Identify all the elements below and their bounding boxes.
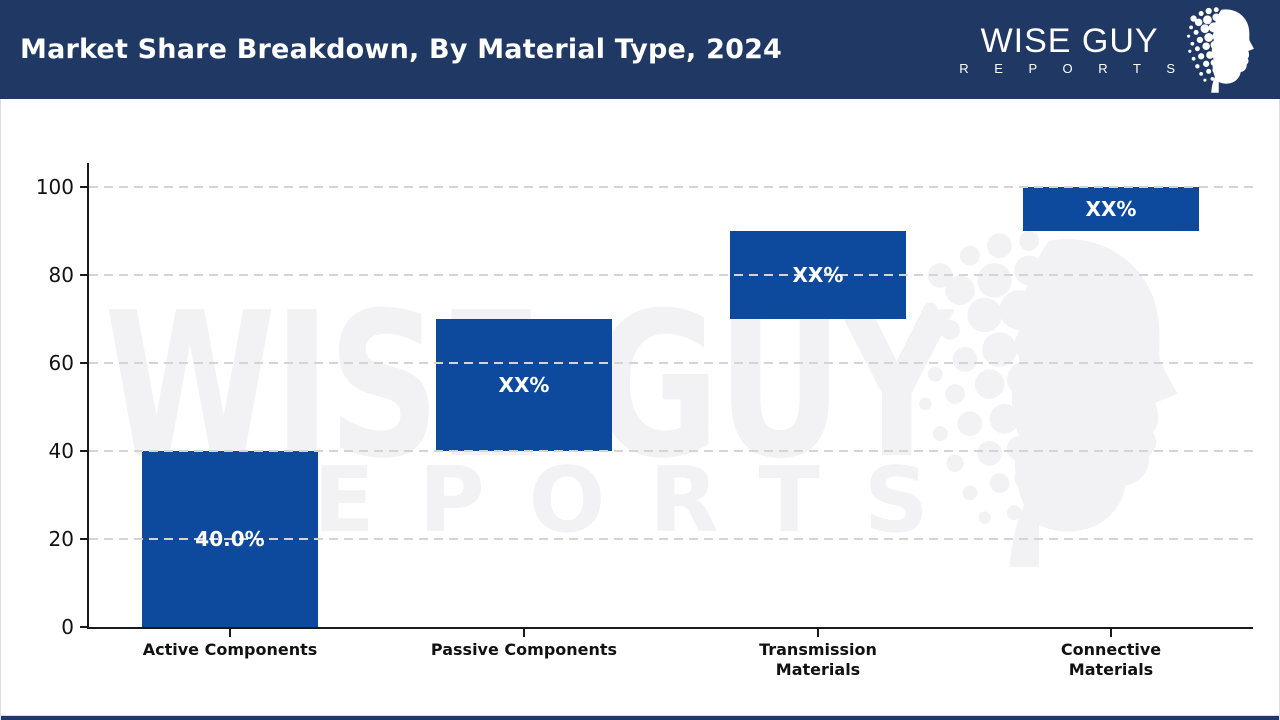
- ytick-mark: [80, 450, 87, 452]
- x-axis-label-passive-components: Passive Components: [430, 640, 618, 659]
- ytick-label: 80: [48, 263, 74, 287]
- page-title: Market Share Breakdown, By Material Type…: [20, 34, 783, 65]
- ytick-mark: [80, 362, 87, 364]
- logo-text: WISE GUY R E P O R T S: [953, 24, 1186, 76]
- y-axis-line: [87, 163, 89, 629]
- x-tick-mark: [1110, 629, 1112, 637]
- bar-passive-components: XX%: [436, 319, 612, 451]
- wise-guy-logo: WISE GUY R E P O R T S: [953, 6, 1266, 94]
- x-tick-mark: [817, 629, 819, 637]
- logo-reports-label: R E P O R T S: [959, 60, 1186, 76]
- gridline: [89, 186, 1253, 188]
- bar-value-label: XX%: [498, 373, 550, 397]
- ytick-label: 0: [61, 615, 74, 639]
- ytick-label: 40: [48, 439, 74, 463]
- x-axis-label-transmission-materials: Transmission Materials: [759, 640, 877, 679]
- ytick-mark: [80, 186, 87, 188]
- x-tick-mark: [523, 629, 525, 637]
- x-axis-label-active-components: Active Components: [142, 640, 318, 659]
- logo-wordmark: WISE GUY: [980, 21, 1159, 60]
- x-tick-mark: [229, 629, 231, 637]
- x-axis-label-connective-materials: Connective Materials: [1060, 640, 1162, 679]
- ytick-mark: [80, 538, 87, 540]
- bar-value-label: 40.0%: [195, 527, 265, 551]
- x-axis-line: [87, 627, 1253, 629]
- ytick-label: 60: [48, 351, 74, 375]
- gridline: [89, 538, 1253, 540]
- wise-guy-face-icon: [1187, 6, 1254, 93]
- ytick-mark: [80, 274, 87, 276]
- bar-value-label: XX%: [792, 263, 844, 287]
- gridline: [89, 274, 1253, 276]
- header-bar: Market Share Breakdown, By Material Type…: [0, 0, 1280, 99]
- bar-value-label: XX%: [1085, 197, 1137, 221]
- ytick-mark: [80, 626, 87, 628]
- gridline: [89, 450, 1253, 452]
- ytick-label: 20: [48, 527, 74, 551]
- gridline: [89, 362, 1253, 364]
- ytick-label: 100: [35, 175, 74, 199]
- bar-connective-materials: XX%: [1023, 187, 1199, 231]
